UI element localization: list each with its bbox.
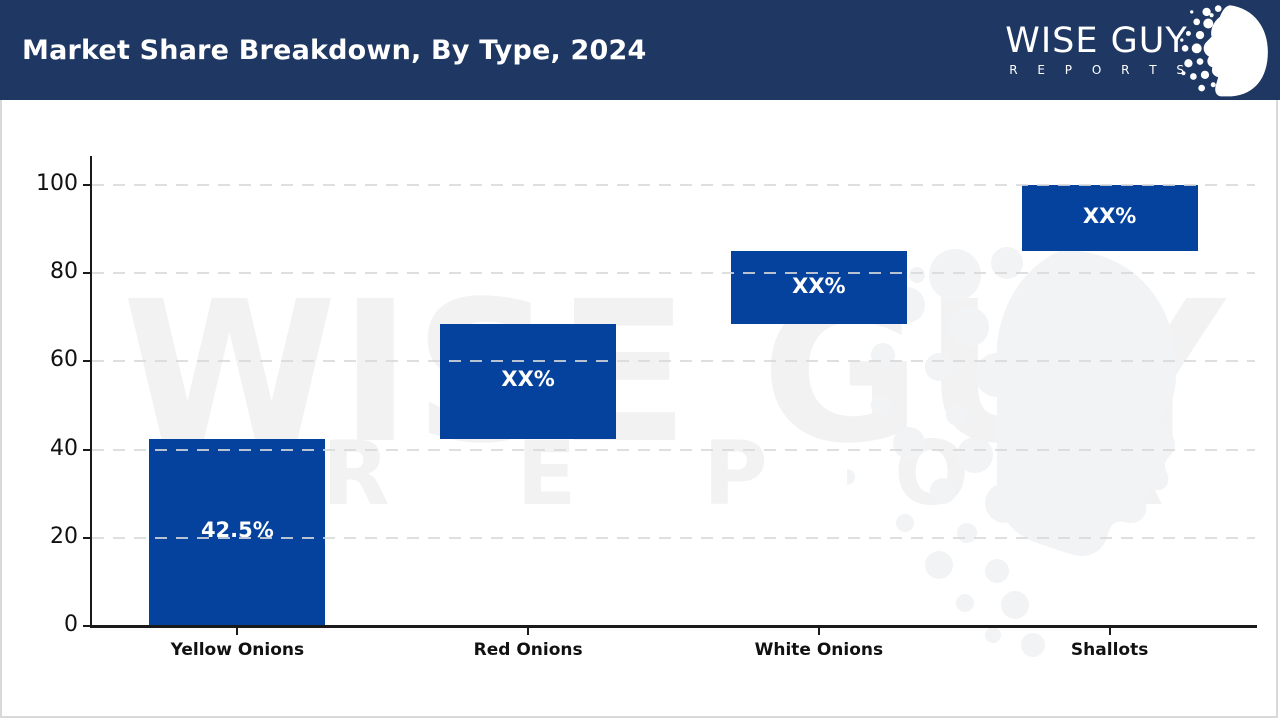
y-tick: [83, 536, 91, 539]
y-tick: [83, 272, 91, 275]
page-title: Market Share Breakdown, By Type, 2024: [22, 34, 647, 66]
x-category-label: Shallots: [1070, 640, 1149, 660]
y-tick-label: 60: [50, 347, 78, 373]
y-tick: [83, 448, 91, 451]
brand-name: WISE GUY: [1005, 20, 1188, 61]
x-tick: [817, 628, 820, 635]
y-axis-line: [90, 156, 92, 628]
y-tick: [83, 625, 91, 627]
bar: XX%: [440, 323, 617, 439]
bar: XX%: [730, 251, 907, 324]
y-tick: [83, 184, 91, 186]
gridline: [92, 536, 1255, 539]
bar-value-label: XX%: [1082, 204, 1137, 229]
gridline: [92, 184, 1255, 186]
y-tick-label: 40: [50, 435, 78, 461]
wise-guy-face-icon: [1180, 5, 1268, 97]
y-tick-label: 20: [50, 523, 78, 549]
x-axis-line: [90, 625, 1257, 628]
y-tick-label: 80: [50, 259, 78, 285]
bar: XX%: [1021, 185, 1198, 252]
brand-logo-text: WISE GUY R E P O R T S: [1005, 20, 1192, 77]
brand-logo: WISE GUY R E P O R T S: [1005, 2, 1270, 98]
y-tick: [83, 360, 91, 363]
x-tick: [236, 628, 239, 635]
x-tick: [1108, 628, 1111, 635]
y-tick-label: 100: [36, 171, 78, 196]
bar: 42.5%: [149, 438, 326, 626]
gridline: [92, 448, 1255, 451]
brand-subtitle: R E P O R T S: [1009, 62, 1192, 77]
header: Market Share Breakdown, By Type, 2024 WI…: [0, 0, 1280, 100]
plot-area: 42.5% XX% XX% XX%: [92, 184, 1255, 626]
x-category-label: White Onions: [754, 640, 884, 660]
x-category-label: Red Onions: [473, 640, 583, 660]
bar-value-label: XX%: [501, 367, 555, 392]
gridline: [92, 272, 1255, 275]
gridline: [92, 360, 1255, 363]
bar-value-label: XX%: [792, 273, 846, 298]
chart-area: WISE GUY R E P O R T S 42.5%XX%XX%XX%: [2, 100, 1280, 716]
x-category-label: Yellow Onions: [170, 640, 305, 660]
y-tick-label: 0: [64, 612, 78, 637]
x-tick: [527, 628, 530, 635]
